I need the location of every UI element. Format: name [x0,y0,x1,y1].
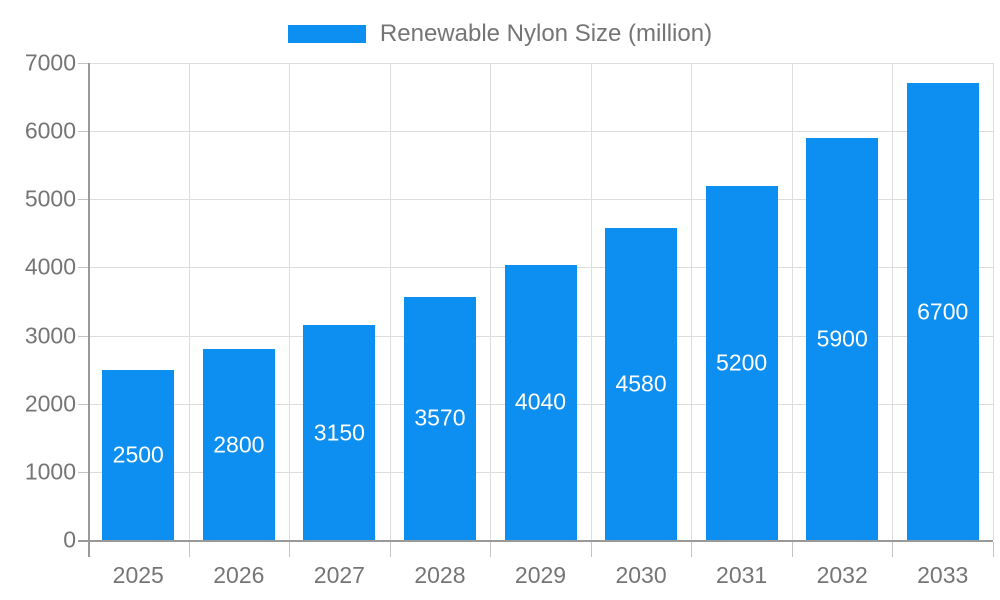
x-axis-line [78,540,993,542]
bar-2028[interactable] [403,296,476,540]
x-axis-label: 2031 [716,562,768,588]
bar-2026[interactable] [202,349,275,540]
x-axis-label: 2029 [514,562,567,588]
x-axis-label: 2032 [816,562,868,588]
bar-2025[interactable] [102,369,175,540]
legend-swatch-icon [287,25,366,43]
v-gridline [892,63,894,540]
y-axis-tick [78,63,88,64]
y-axis-tick [78,199,88,201]
bar-value-label: 2800 [213,431,265,458]
x-axis-label: 2027 [313,562,365,588]
y-axis-tick [78,131,88,133]
bar-2030[interactable] [605,227,678,540]
bar-2029[interactable] [504,264,577,540]
v-gridline [993,63,994,540]
bar-value-label: 6700 [917,298,969,325]
x-axis-label: 2026 [213,562,265,588]
h-gridline [88,63,993,64]
v-gridline [691,63,693,540]
x-axis-label: 2025 [112,562,164,588]
y-axis-label: 3000 [24,322,76,349]
y-axis-line [88,63,90,557]
bar-value-label: 3150 [313,419,365,446]
bar-value-label: 4580 [615,370,667,397]
x-axis-label: 2033 [917,562,969,588]
x-axis-tick [590,542,592,557]
bar-value-label: 5200 [716,349,768,376]
x-axis-tick [791,542,793,557]
x-axis-tick [188,542,190,557]
x-axis-tick [892,542,894,557]
x-axis-tick [490,542,492,557]
x-axis-tick [691,542,693,557]
y-axis-label: 1000 [24,458,76,485]
v-gridline [791,63,793,540]
y-axis-tick [78,403,88,405]
x-axis-tick [993,542,994,557]
legend[interactable]: Renewable Nylon Size (million) [0,20,1000,48]
y-axis-label: 4000 [24,253,76,280]
v-gridline [289,63,291,540]
bar-value-label: 3570 [414,404,466,431]
y-axis-tick [78,267,88,269]
y-axis-label: 2000 [24,390,76,417]
bar-2032[interactable] [806,137,879,540]
h-gridline [88,131,993,133]
h-gridline [88,199,993,201]
y-axis-label: 7000 [24,49,76,76]
x-axis-tick [289,542,291,557]
bar-2033[interactable] [906,83,979,540]
y-axis-tick [78,335,88,337]
v-gridline [490,63,492,540]
y-axis-label: 5000 [24,185,76,212]
v-gridline [188,63,190,540]
v-gridline [389,63,391,540]
y-axis-label: 6000 [24,117,76,144]
x-axis-label: 2028 [414,562,466,588]
bar-value-label: 2500 [112,441,164,468]
legend-label: Renewable Nylon Size (million) [379,20,713,47]
bar-2027[interactable] [303,325,376,540]
bar-2031[interactable] [705,185,778,540]
bar-value-label: 4040 [514,388,567,415]
x-axis-label: 2030 [615,562,667,588]
y-axis-label: 0 [63,526,76,553]
x-axis-tick [389,542,391,557]
bar-value-label: 5900 [816,325,868,352]
y-axis-tick [78,471,88,473]
v-gridline [590,63,592,540]
